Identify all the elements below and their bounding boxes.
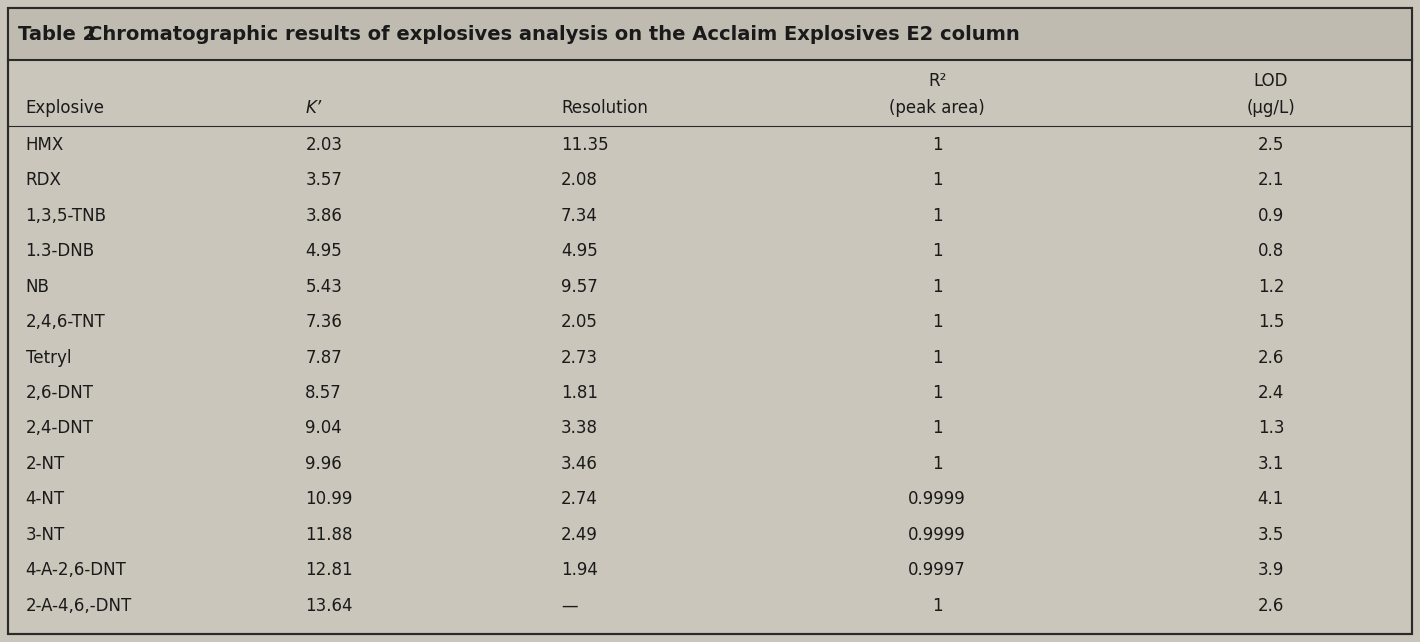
Text: 1: 1 — [932, 242, 943, 261]
Text: 1: 1 — [932, 349, 943, 367]
Text: 2.08: 2.08 — [561, 171, 598, 189]
Text: 3.1: 3.1 — [1258, 455, 1284, 473]
Text: 1: 1 — [932, 278, 943, 296]
Text: 1.94: 1.94 — [561, 561, 598, 579]
Text: 4-NT: 4-NT — [26, 490, 65, 508]
Text: 2.49: 2.49 — [561, 526, 598, 544]
Text: (peak area): (peak area) — [889, 99, 985, 117]
Text: 2.05: 2.05 — [561, 313, 598, 331]
Text: 2.6: 2.6 — [1258, 596, 1284, 614]
Text: Resolution: Resolution — [561, 99, 648, 117]
Text: 3.57: 3.57 — [305, 171, 342, 189]
Text: (µg/L): (µg/L) — [1247, 99, 1295, 117]
Text: 2.73: 2.73 — [561, 349, 598, 367]
Text: 2.03: 2.03 — [305, 136, 342, 154]
Text: 1.2: 1.2 — [1258, 278, 1284, 296]
Text: 1: 1 — [932, 171, 943, 189]
Text: NB: NB — [26, 278, 50, 296]
Text: 7.87: 7.87 — [305, 349, 342, 367]
Text: 1: 1 — [932, 419, 943, 437]
Text: Table 2: Table 2 — [18, 24, 97, 44]
Text: 2,4-DNT: 2,4-DNT — [26, 419, 94, 437]
Text: 2.6: 2.6 — [1258, 349, 1284, 367]
Text: 2-A-4,6,-DNT: 2-A-4,6,-DNT — [26, 596, 132, 614]
Text: 8.57: 8.57 — [305, 384, 342, 402]
Text: R²: R² — [929, 73, 946, 91]
Text: Tetryl: Tetryl — [26, 349, 71, 367]
Bar — [9, 8, 1411, 60]
Text: 3.5: 3.5 — [1258, 526, 1284, 544]
Text: 1.81: 1.81 — [561, 384, 598, 402]
Text: 0.9997: 0.9997 — [909, 561, 966, 579]
Text: 1: 1 — [932, 313, 943, 331]
Text: 1: 1 — [932, 207, 943, 225]
Text: 2,6-DNT: 2,6-DNT — [26, 384, 94, 402]
Text: 9.96: 9.96 — [305, 455, 342, 473]
Text: 9.57: 9.57 — [561, 278, 598, 296]
Text: Chromatographic results of explosives analysis on the Acclaim Explosives E2 colu: Chromatographic results of explosives an… — [88, 24, 1020, 44]
Text: 13.64: 13.64 — [305, 596, 352, 614]
Text: —: — — [561, 596, 578, 614]
Text: 11.88: 11.88 — [305, 526, 352, 544]
Text: 2.5: 2.5 — [1258, 136, 1284, 154]
Text: 7.36: 7.36 — [305, 313, 342, 331]
Text: RDX: RDX — [26, 171, 61, 189]
Text: 2-NT: 2-NT — [26, 455, 65, 473]
Text: 3.46: 3.46 — [561, 455, 598, 473]
Text: LOD: LOD — [1254, 73, 1288, 91]
Text: 2.1: 2.1 — [1258, 171, 1284, 189]
Text: 4.1: 4.1 — [1258, 490, 1284, 508]
Text: 9.04: 9.04 — [305, 419, 342, 437]
Text: Explosive: Explosive — [26, 99, 105, 117]
Text: 4.95: 4.95 — [561, 242, 598, 261]
Text: 1: 1 — [932, 455, 943, 473]
Text: 7.34: 7.34 — [561, 207, 598, 225]
Text: 0.9999: 0.9999 — [909, 490, 966, 508]
Text: 1,3,5-TNB: 1,3,5-TNB — [26, 207, 106, 225]
Text: HMX: HMX — [26, 136, 64, 154]
Text: 0.9999: 0.9999 — [909, 526, 966, 544]
Text: 1: 1 — [932, 596, 943, 614]
Text: 1.3: 1.3 — [1258, 419, 1284, 437]
Text: 4.95: 4.95 — [305, 242, 342, 261]
Text: 1.3-DNB: 1.3-DNB — [26, 242, 95, 261]
Text: 3.38: 3.38 — [561, 419, 598, 437]
Text: 12.81: 12.81 — [305, 561, 354, 579]
Text: 0.8: 0.8 — [1258, 242, 1284, 261]
Text: K’: K’ — [305, 99, 321, 117]
Text: 1: 1 — [932, 384, 943, 402]
Text: 2,4,6-TNT: 2,4,6-TNT — [26, 313, 105, 331]
Text: 1: 1 — [932, 136, 943, 154]
Text: 11.35: 11.35 — [561, 136, 609, 154]
Text: 5.43: 5.43 — [305, 278, 342, 296]
Text: 1.5: 1.5 — [1258, 313, 1284, 331]
Text: 3-NT: 3-NT — [26, 526, 65, 544]
Text: 3.86: 3.86 — [305, 207, 342, 225]
Text: 3.9: 3.9 — [1258, 561, 1284, 579]
Text: 0.9: 0.9 — [1258, 207, 1284, 225]
Text: 10.99: 10.99 — [305, 490, 352, 508]
Text: 2.74: 2.74 — [561, 490, 598, 508]
Text: 2.4: 2.4 — [1258, 384, 1284, 402]
Text: 4-A-2,6-DNT: 4-A-2,6-DNT — [26, 561, 126, 579]
